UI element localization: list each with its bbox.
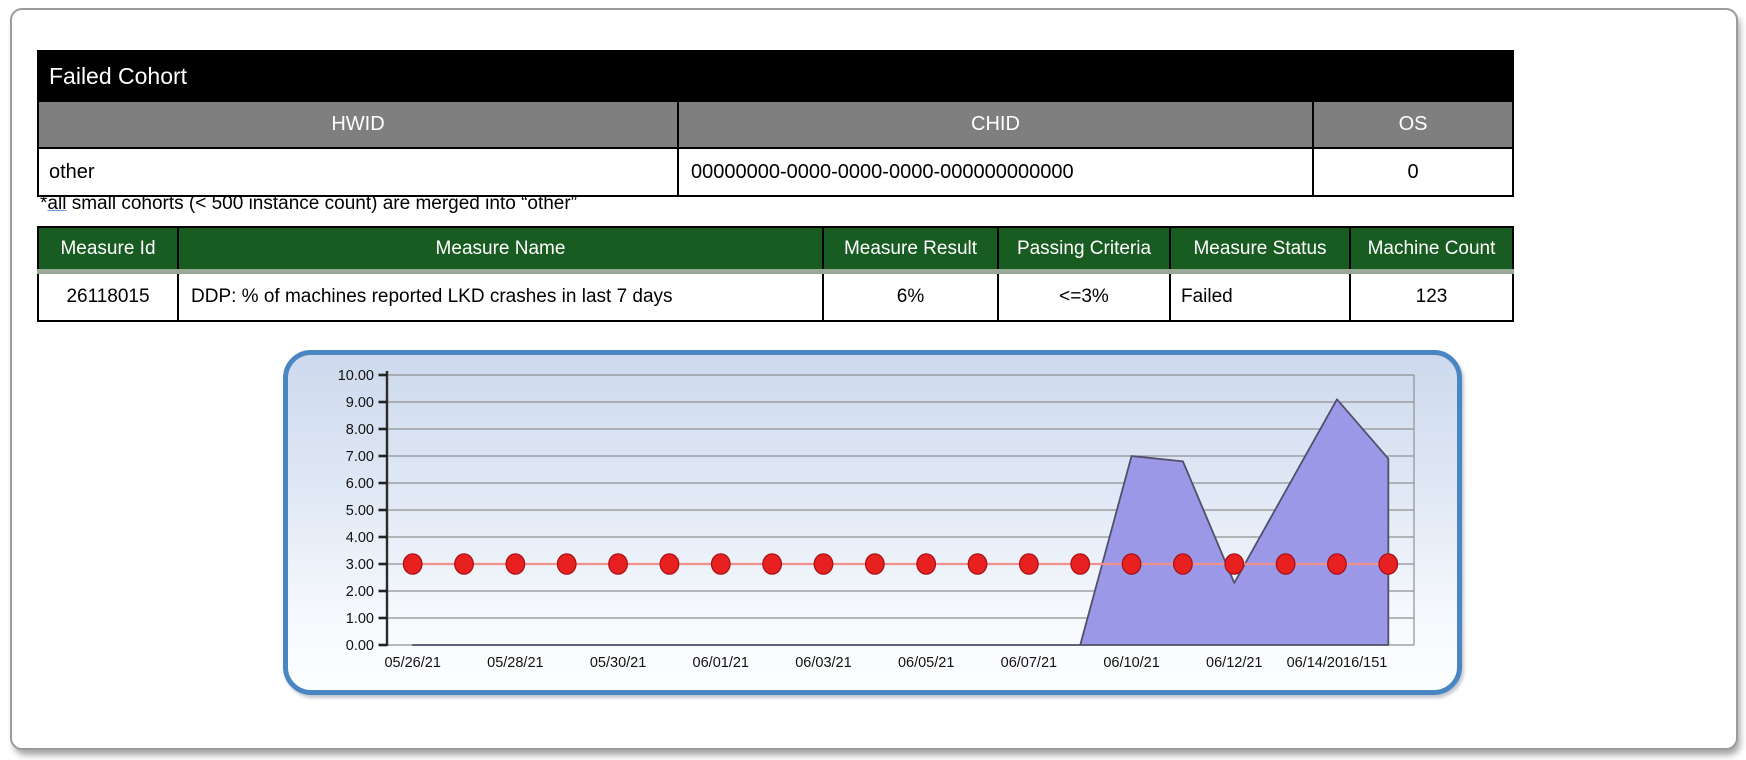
svg-text:05/30/21: 05/30/21	[590, 655, 646, 671]
svg-text:1.00: 1.00	[346, 611, 374, 627]
cohort-merge-note: *all small cohorts (< 500 instance count…	[40, 193, 577, 215]
note-star: *	[40, 193, 48, 214]
os-value: 0	[1311, 147, 1515, 197]
svg-text:06/03/21: 06/03/21	[795, 655, 851, 671]
col-header-hwid: HWID	[37, 100, 679, 149]
failed-cohort-table: Failed Cohort HWID CHID OS other 0000000…	[36, 50, 1515, 197]
svg-text:06/12/21: 06/12/21	[1206, 655, 1262, 671]
measure-id-value: 26118015	[37, 270, 179, 322]
trend-chart-svg: 0.00 1.00 2.00 3.00 4.00 5.00 6.00 7.00 8.00 9.00…	[338, 368, 1415, 671]
col-header-measure-result: Measure Result	[822, 226, 999, 274]
svg-text:7.00: 7.00	[346, 449, 374, 465]
measure-name-value: DDP: % of machines reported LKD crashes …	[177, 270, 824, 322]
report-page: Failed Cohort HWID CHID OS other 0000000…	[10, 8, 1738, 750]
measure-result-value: 6%	[822, 270, 999, 322]
svg-text:05/28/21: 05/28/21	[487, 655, 543, 671]
hwid-value: other	[37, 147, 679, 197]
svg-text:5.00: 5.00	[346, 503, 374, 519]
col-header-measure-name: Measure Name	[177, 226, 824, 274]
failed-cohort-title: Failed Cohort	[36, 50, 1515, 102]
svg-text:2.00: 2.00	[346, 584, 374, 600]
svg-text:8.00: 8.00	[346, 422, 374, 438]
machine-count-value: 123	[1349, 270, 1514, 322]
svg-text:4.00: 4.00	[346, 530, 374, 546]
col-header-measure-status: Measure Status	[1169, 226, 1351, 274]
note-text: small cohorts (< 500 instance count) are…	[66, 193, 578, 214]
svg-text:06/05/21: 06/05/21	[898, 655, 954, 671]
svg-text:9.00: 9.00	[346, 395, 374, 411]
table-row: other 00000000-0000-0000-0000-0000000000…	[37, 147, 1515, 197]
measure-status-value: Failed	[1169, 270, 1351, 322]
svg-text:06/01/21: 06/01/21	[693, 655, 749, 671]
svg-text:05/26/21: 05/26/21	[384, 655, 440, 671]
svg-text:06/10/21: 06/10/21	[1103, 655, 1159, 671]
chid-value: 00000000-0000-0000-0000-000000000000	[677, 147, 1314, 197]
col-header-os: OS	[1311, 100, 1515, 149]
table-row: 26118015 DDP: % of machines reported LKD…	[37, 270, 1514, 322]
measures-table: Measure Id Measure Name Measure Result P…	[37, 226, 1514, 322]
col-header-chid: CHID	[677, 100, 1314, 149]
svg-text:0.00: 0.00	[346, 638, 374, 654]
svg-text:10.00: 10.00	[338, 368, 374, 384]
svg-text:3.00: 3.00	[346, 557, 374, 573]
svg-text:6.00: 6.00	[346, 476, 374, 492]
svg-text:06/14/2016/151: 06/14/2016/151	[1287, 655, 1388, 671]
svg-text:06/07/21: 06/07/21	[1001, 655, 1057, 671]
col-header-passing-criteria: Passing Criteria	[997, 226, 1171, 274]
col-header-measure-id: Measure Id	[37, 226, 179, 274]
trend-chart-panel: 0.00 1.00 2.00 3.00 4.00 5.00 6.00 7.00 8.00 9.00…	[283, 350, 1462, 695]
passing-criteria-value: <=3%	[997, 270, 1171, 322]
note-underlined-word: all	[47, 193, 67, 214]
col-header-machine-count: Machine Count	[1349, 226, 1514, 274]
